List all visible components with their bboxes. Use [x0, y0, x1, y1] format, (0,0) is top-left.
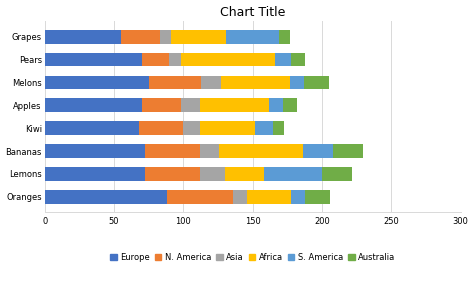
Bar	[247, 190, 292, 204]
Bar	[279, 30, 290, 43]
Bar	[200, 167, 225, 181]
Bar	[45, 30, 121, 43]
Bar	[225, 167, 264, 181]
Bar	[322, 167, 352, 181]
Bar	[292, 190, 305, 204]
Legend: Europe, N. America, Asia, Africa, S. America, Australia: Europe, N. America, Asia, Africa, S. Ame…	[108, 251, 397, 263]
Bar	[167, 190, 233, 204]
Bar	[290, 76, 304, 89]
Bar	[273, 121, 284, 135]
Bar	[160, 30, 171, 43]
Bar	[275, 53, 292, 67]
Bar	[171, 30, 226, 43]
Bar	[305, 190, 330, 204]
Bar	[269, 98, 283, 112]
Bar	[169, 53, 181, 67]
Bar	[292, 53, 305, 67]
Bar	[302, 144, 333, 158]
Bar	[181, 53, 275, 67]
Bar	[200, 121, 255, 135]
Bar	[264, 167, 322, 181]
Bar	[201, 76, 221, 89]
Bar	[45, 190, 167, 204]
Bar	[142, 98, 181, 112]
Bar	[139, 121, 183, 135]
Bar	[221, 76, 290, 89]
Bar	[233, 190, 247, 204]
Bar	[304, 76, 329, 89]
Bar	[45, 121, 139, 135]
Bar	[333, 144, 364, 158]
Bar	[181, 98, 200, 112]
Bar	[145, 167, 200, 181]
Bar	[45, 53, 142, 67]
Bar	[226, 30, 279, 43]
Bar	[283, 98, 297, 112]
Bar	[255, 121, 273, 135]
Bar	[145, 144, 200, 158]
Bar	[121, 30, 160, 43]
Bar	[45, 144, 145, 158]
Title: Chart Title: Chart Title	[220, 5, 285, 19]
Bar	[45, 76, 149, 89]
Bar	[200, 144, 219, 158]
Bar	[183, 121, 200, 135]
Bar	[45, 98, 142, 112]
Bar	[142, 53, 169, 67]
Bar	[200, 98, 269, 112]
Bar	[219, 144, 302, 158]
Bar	[45, 167, 145, 181]
Bar	[149, 76, 201, 89]
